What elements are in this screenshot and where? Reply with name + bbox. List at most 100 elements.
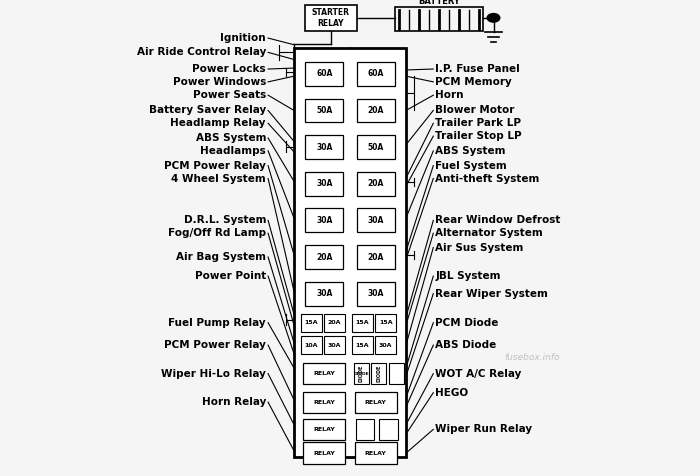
Text: Anti-theft System: Anti-theft System — [435, 173, 540, 184]
Text: HEGO: HEGO — [435, 387, 468, 398]
Text: 15A: 15A — [379, 320, 393, 325]
Text: Horn: Horn — [435, 90, 464, 100]
Text: DIODE: DIODE — [358, 365, 364, 382]
Text: Horn Relay: Horn Relay — [202, 397, 266, 407]
Text: D.R.L. System: D.R.L. System — [183, 215, 266, 226]
FancyBboxPatch shape — [305, 282, 344, 306]
Text: Trailer Park LP: Trailer Park LP — [435, 118, 522, 129]
Text: STARTER
RELAY: STARTER RELAY — [312, 8, 350, 28]
Text: 30A: 30A — [368, 289, 384, 298]
Text: 30A: 30A — [379, 343, 393, 347]
Text: WOT A/C Relay: WOT A/C Relay — [435, 368, 522, 379]
Text: Headlamps: Headlamps — [200, 146, 266, 156]
Text: Power Seats: Power Seats — [193, 90, 266, 100]
FancyBboxPatch shape — [355, 391, 397, 413]
Text: RELAY: RELAY — [314, 400, 335, 405]
Text: Power Locks: Power Locks — [193, 64, 266, 74]
FancyBboxPatch shape — [324, 336, 345, 354]
FancyBboxPatch shape — [305, 99, 344, 122]
Text: BATTERY: BATTERY — [419, 0, 460, 6]
Text: Power Point: Power Point — [195, 271, 266, 281]
Text: 20A: 20A — [368, 179, 384, 188]
Text: RELAY: RELAY — [365, 400, 386, 405]
Text: RELAY: RELAY — [365, 451, 386, 456]
Text: 50A: 50A — [368, 143, 384, 151]
Text: RELAY: RELAY — [314, 427, 335, 432]
Text: 30A: 30A — [368, 216, 384, 225]
FancyBboxPatch shape — [305, 172, 344, 196]
FancyBboxPatch shape — [375, 336, 396, 354]
Text: Fuel System: Fuel System — [435, 160, 507, 171]
Text: Air Sus System: Air Sus System — [435, 242, 524, 253]
Text: Rear Wiper System: Rear Wiper System — [435, 288, 548, 299]
FancyBboxPatch shape — [356, 135, 395, 159]
Text: RELAY: RELAY — [314, 451, 335, 456]
Text: Ignition: Ignition — [220, 33, 266, 43]
Text: RELAY: RELAY — [314, 371, 335, 376]
Text: PCM Memory: PCM Memory — [435, 77, 512, 87]
Text: 4 Wheel System: 4 Wheel System — [172, 173, 266, 184]
Text: 30A: 30A — [316, 179, 332, 188]
Text: Air Bag System: Air Bag System — [176, 252, 266, 262]
Text: ABS System: ABS System — [435, 146, 506, 156]
FancyBboxPatch shape — [303, 419, 345, 440]
FancyBboxPatch shape — [294, 48, 406, 457]
Text: Trailer Stop LP: Trailer Stop LP — [435, 131, 522, 141]
Text: Power Windows: Power Windows — [173, 77, 266, 87]
Text: DIODE: DIODE — [376, 365, 382, 382]
FancyBboxPatch shape — [356, 245, 395, 269]
FancyBboxPatch shape — [375, 314, 396, 332]
Text: Headlamp Relay: Headlamp Relay — [171, 118, 266, 129]
FancyBboxPatch shape — [305, 62, 344, 86]
FancyBboxPatch shape — [305, 135, 344, 159]
Text: 20A: 20A — [368, 106, 384, 115]
FancyBboxPatch shape — [354, 363, 369, 385]
FancyBboxPatch shape — [324, 314, 345, 332]
FancyBboxPatch shape — [389, 363, 404, 385]
Text: 15A: 15A — [304, 320, 318, 325]
FancyBboxPatch shape — [356, 419, 374, 440]
FancyBboxPatch shape — [301, 314, 322, 332]
Text: Fog/Off Rd Lamp: Fog/Off Rd Lamp — [168, 228, 266, 238]
Text: 15A: 15A — [356, 343, 370, 347]
Text: Fuel Pump Relay: Fuel Pump Relay — [169, 317, 266, 328]
Text: 30A: 30A — [328, 343, 342, 347]
Text: 10A: 10A — [304, 343, 318, 347]
FancyBboxPatch shape — [379, 419, 398, 440]
FancyBboxPatch shape — [304, 5, 357, 31]
Text: 15A: 15A — [356, 320, 370, 325]
Text: Air Ride Control Relay: Air Ride Control Relay — [136, 47, 266, 58]
Text: Battery Saver Relay: Battery Saver Relay — [148, 105, 266, 116]
Text: 20A: 20A — [316, 253, 332, 261]
Text: 60A: 60A — [316, 69, 332, 78]
FancyBboxPatch shape — [303, 391, 345, 413]
Text: PCM Power Relay: PCM Power Relay — [164, 160, 266, 171]
Text: PCM Diode: PCM Diode — [435, 317, 499, 328]
FancyBboxPatch shape — [355, 443, 397, 464]
FancyBboxPatch shape — [352, 336, 373, 354]
Text: Wiper Run Relay: Wiper Run Relay — [435, 424, 533, 435]
FancyBboxPatch shape — [356, 62, 395, 86]
Text: Alternator System: Alternator System — [435, 228, 543, 238]
FancyBboxPatch shape — [356, 172, 395, 196]
Text: 30A: 30A — [316, 143, 332, 151]
Text: Blower Motor: Blower Motor — [435, 105, 514, 116]
Text: ABS System: ABS System — [195, 133, 266, 143]
Text: JBL System: JBL System — [435, 271, 501, 281]
FancyBboxPatch shape — [356, 208, 395, 232]
FancyBboxPatch shape — [371, 363, 386, 385]
Text: 20A: 20A — [368, 253, 384, 261]
Text: 60A: 60A — [368, 69, 384, 78]
Text: ABS Diode: ABS Diode — [435, 340, 497, 350]
FancyBboxPatch shape — [303, 363, 345, 385]
FancyBboxPatch shape — [352, 314, 373, 332]
Text: I.P. Fuse Panel: I.P. Fuse Panel — [435, 64, 520, 74]
Circle shape — [487, 13, 500, 22]
FancyBboxPatch shape — [301, 336, 322, 354]
Text: DIODE: DIODE — [354, 372, 369, 376]
FancyBboxPatch shape — [305, 208, 344, 232]
Text: 30A: 30A — [316, 216, 332, 225]
Text: 30A: 30A — [316, 289, 332, 298]
Text: PCM Power Relay: PCM Power Relay — [164, 340, 266, 350]
FancyBboxPatch shape — [305, 245, 344, 269]
